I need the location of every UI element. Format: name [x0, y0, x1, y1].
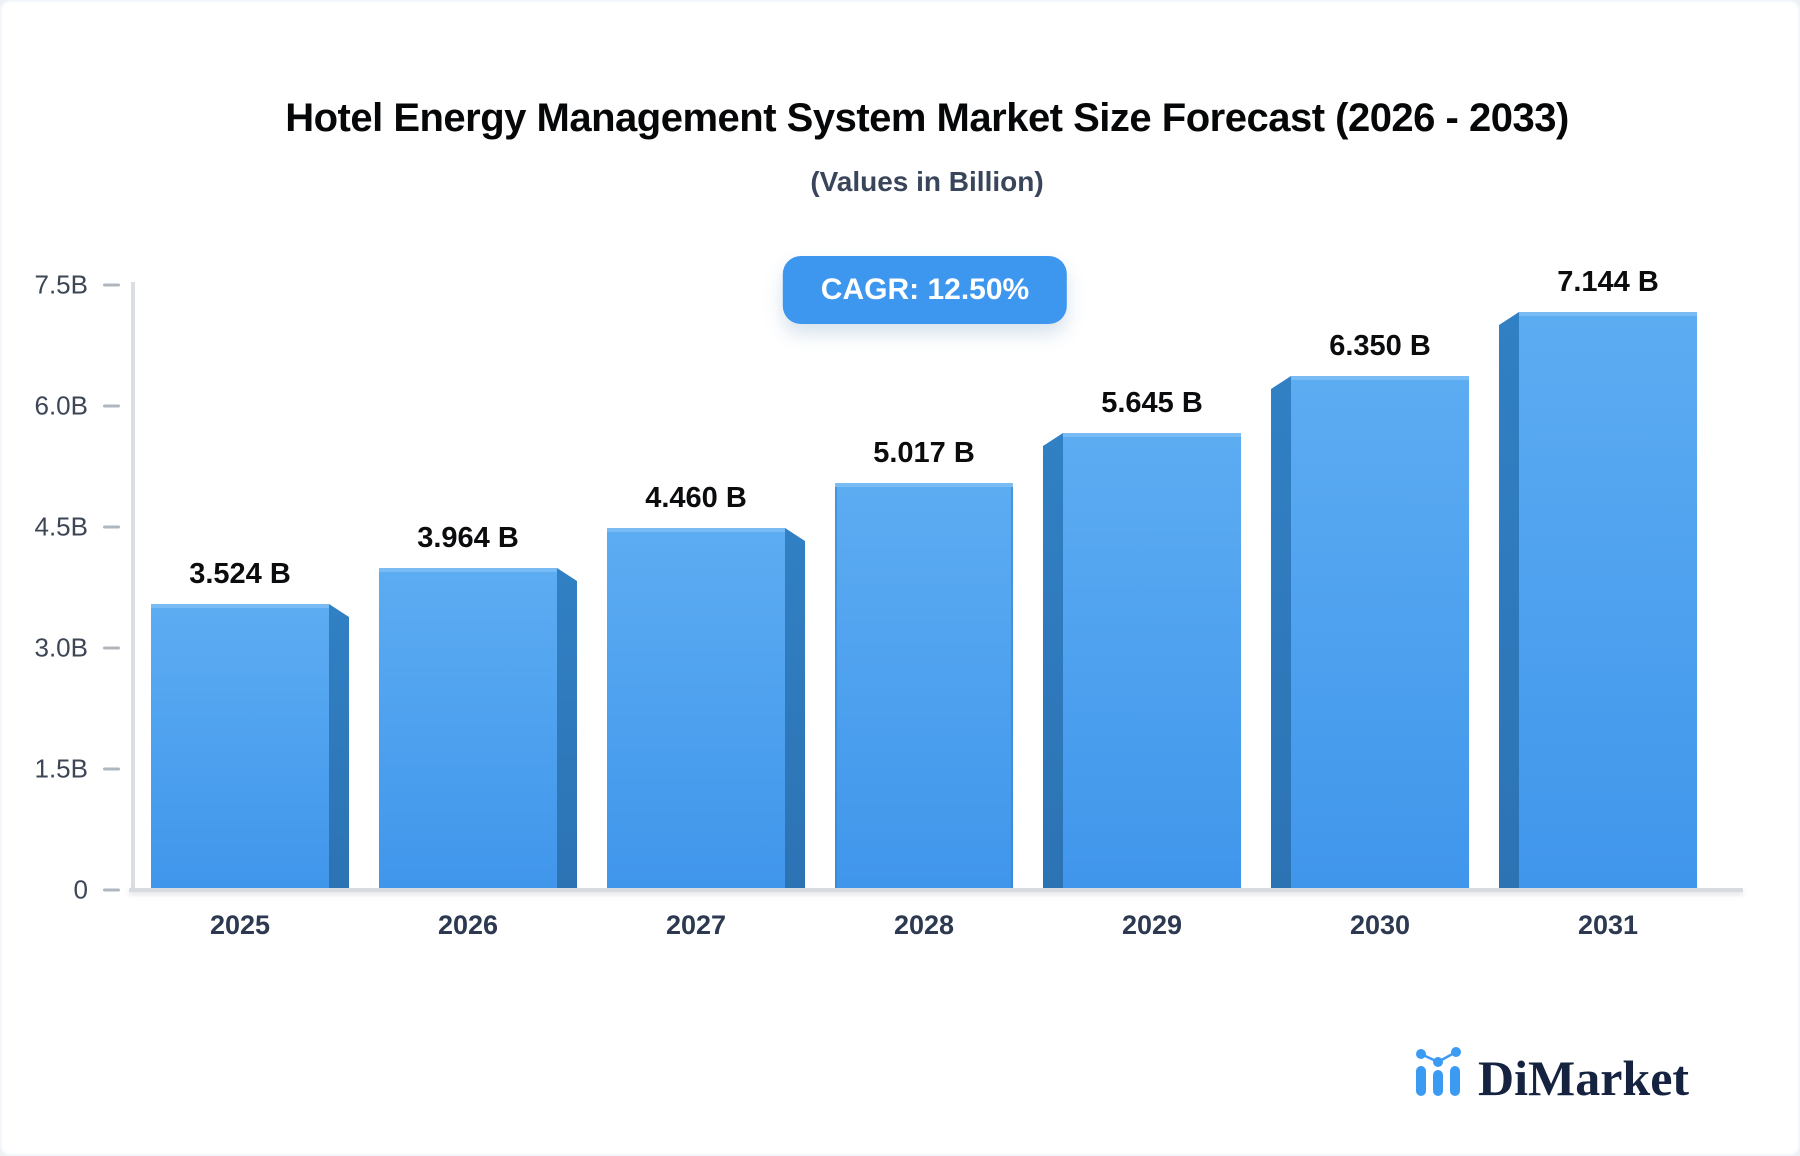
x-tick-label-2028: 2028 [893, 910, 955, 940]
cagr-badge: CAGR: 12.50% [782, 256, 1068, 324]
bar-chart-trend-icon [1414, 1040, 1464, 1105]
x-tick-label-2025: 2025 [209, 910, 271, 940]
bar-value-label-2030: 6.350 B [1329, 330, 1431, 362]
y-tick-mark [103, 646, 120, 650]
bar-2026 [379, 568, 557, 888]
bar-2028 [835, 483, 1013, 888]
bar-2027 [607, 528, 785, 888]
x-axis-line [129, 888, 1743, 892]
bar-value-label-2028: 5.017 B [873, 437, 975, 469]
chart-subtitle: (Values in Billion) [810, 166, 1044, 197]
bar-2025 [151, 604, 329, 888]
y-tick-label-7.5B: 7.5B [34, 269, 89, 300]
bar-side-face [557, 568, 577, 888]
y-axis-line [131, 282, 135, 892]
y-tick-mark [103, 404, 120, 408]
y-tick-mark [103, 767, 120, 771]
y-tick-label-6.0B: 6.0B [34, 390, 89, 421]
chart-title: Hotel Energy Management System Market Si… [285, 96, 1569, 140]
bar-2030 [1291, 376, 1469, 888]
x-tick-label-2029: 2029 [1121, 910, 1183, 940]
brand-logo: DiMarket [1414, 1040, 1689, 1105]
bar-side-face [1271, 376, 1291, 888]
x-tick-label-2026: 2026 [437, 910, 499, 940]
y-tick-mark [103, 888, 120, 892]
y-tick-mark [103, 525, 120, 529]
x-tick-label-2031: 2031 [1577, 910, 1639, 940]
x-tick-label-2030: 2030 [1349, 910, 1411, 940]
y-tick-label-0: 0 [73, 874, 88, 905]
bar-2031 [1519, 312, 1697, 888]
bar-value-label-2031: 7.144 B [1557, 266, 1659, 298]
bar-value-label-2027: 4.460 B [645, 482, 747, 514]
bar-side-face [785, 528, 805, 888]
bar-2029 [1063, 433, 1241, 888]
y-tick-label-3.0B: 3.0B [34, 632, 89, 663]
y-tick-label-4.5B: 4.5B [34, 511, 89, 542]
brand-logo-text: DiMarket [1478, 1050, 1690, 1106]
x-tick-label-2027: 2027 [665, 910, 727, 940]
bar-value-label-2029: 5.645 B [1101, 387, 1203, 419]
bar-value-label-2025: 3.524 B [189, 558, 291, 590]
y-tick-mark [103, 283, 120, 287]
y-tick-label-1.5B: 1.5B [34, 753, 89, 784]
bar-side-face [1043, 433, 1063, 888]
bar-side-face [329, 604, 349, 888]
bar-side-face [1499, 312, 1519, 888]
bar-value-label-2026: 3.964 B [417, 522, 519, 554]
